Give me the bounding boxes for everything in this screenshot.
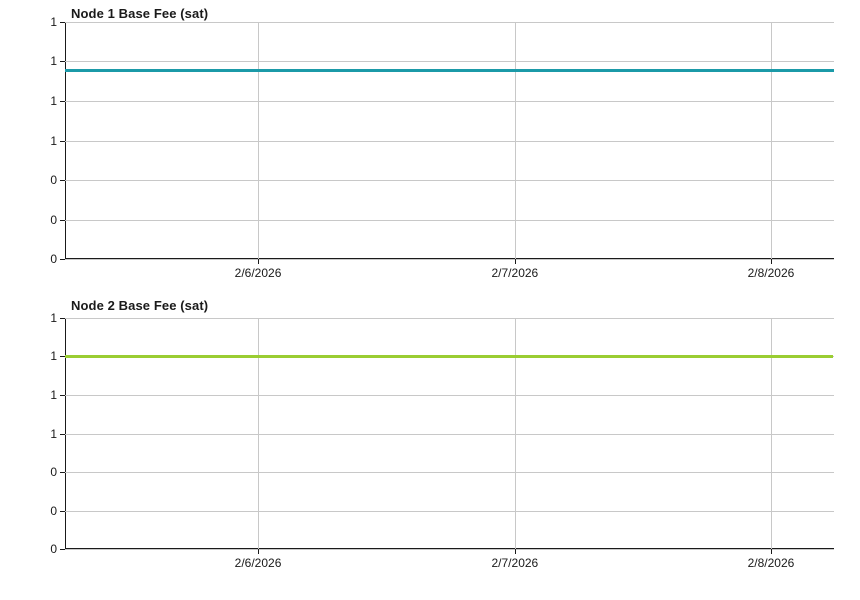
- gridline-vertical: [514, 318, 516, 549]
- gridline-horizontal: [65, 549, 834, 550]
- gridline-horizontal: [65, 100, 834, 102]
- gridline-horizontal: [65, 510, 834, 512]
- x-axis-tick-label: 2/6/2026: [234, 266, 282, 280]
- data-series-line: [65, 69, 834, 73]
- y-axis-tick-label: 0: [50, 542, 57, 556]
- gridline-horizontal: [65, 219, 834, 221]
- x-axis-tick-mark: [514, 259, 516, 264]
- y-axis-tick-label: 0: [50, 503, 57, 518]
- y-axis-tick-label: 1: [50, 54, 57, 69]
- y-axis-tick-mark: [60, 549, 65, 550]
- gridline-horizontal: [65, 140, 834, 142]
- y-axis-tick-label: 1: [50, 15, 57, 29]
- chart-panel-node-1: Node 1 Base Fee (sat) 1 1 1 1 0 0 0 2/6/2026 2/7…: [0, 0, 860, 292]
- x-axis-tick-mark: [770, 259, 772, 264]
- y-axis-tick-label: 1: [50, 387, 57, 402]
- x-axis-tick-label: 2/8/2026: [747, 556, 795, 570]
- y-axis-tick-mark: [60, 140, 65, 142]
- gridline-horizontal: [65, 22, 834, 23]
- gridline-vertical: [770, 22, 772, 259]
- gridline-vertical: [514, 22, 516, 259]
- y-axis-tick-label: 0: [50, 172, 57, 187]
- x-axis-tick-label: 2/6/2026: [234, 556, 282, 570]
- y-axis-tick-label: 1: [50, 311, 57, 325]
- x-axis-tick-label: 2/7/2026: [491, 556, 539, 570]
- y-axis-tick-label: 0: [50, 464, 57, 479]
- gridline-vertical: [770, 318, 772, 549]
- y-axis-tick-label: 0: [50, 252, 57, 266]
- y-axis-tick-label: 1: [50, 426, 57, 441]
- y-axis-tick-label: 0: [50, 212, 57, 227]
- y-axis-tick-mark: [60, 356, 65, 358]
- y-axis-tick-label: 1: [50, 93, 57, 108]
- x-axis-tick-mark: [258, 259, 260, 264]
- y-axis-tick-label: 1: [50, 133, 57, 148]
- y-axis-tick-mark: [60, 22, 65, 23]
- gridline-horizontal: [65, 179, 834, 181]
- y-axis-tick-mark: [60, 100, 65, 102]
- y-axis-tick-mark: [60, 394, 65, 396]
- x-axis-line-node-1: [65, 258, 834, 259]
- y-axis-tick-mark: [60, 61, 65, 63]
- gridline-horizontal: [65, 318, 834, 319]
- gridline-horizontal: [65, 433, 834, 435]
- chart-title-node-2: Node 2 Base Fee (sat): [71, 298, 209, 313]
- chart-title-node-1: Node 1 Base Fee (sat): [71, 6, 209, 21]
- chart-panel-node-2: Node 2 Base Fee (sat) 1 1 1 1 0 0 0 2/6/2026 2/7…: [0, 292, 860, 592]
- y-axis-tick-mark: [60, 259, 65, 260]
- gridline-horizontal: [65, 259, 834, 260]
- x-axis-tick-mark: [514, 549, 516, 554]
- y-axis-tick-label: 1: [50, 349, 57, 364]
- gridline-horizontal: [65, 471, 834, 473]
- gridline-vertical: [258, 22, 260, 259]
- y-axis-tick-mark: [60, 219, 65, 221]
- y-axis-tick-mark: [60, 471, 65, 473]
- x-axis-tick-label: 2/8/2026: [747, 266, 795, 280]
- x-axis-tick-mark: [770, 549, 772, 554]
- y-axis-tick-mark: [60, 318, 65, 319]
- x-axis-line-node-2: [65, 548, 834, 549]
- gridline-horizontal: [65, 394, 834, 396]
- data-series-line: [65, 355, 834, 359]
- gridline-horizontal: [65, 61, 834, 63]
- gridline-vertical: [258, 318, 260, 549]
- y-axis-tick-mark: [60, 179, 65, 181]
- y-axis-tick-mark: [60, 510, 65, 512]
- x-axis-tick-label: 2/7/2026: [491, 266, 539, 280]
- y-axis-tick-mark: [60, 433, 65, 435]
- plot-area-node-1: 1 1 1 1 0 0 0 2/6/2026 2/7/2026 2/8/2026: [50, 15, 834, 280]
- plot-area-node-2: 1 1 1 1 0 0 0 2/6/2026 2/7/2026 2/8/2026: [50, 311, 834, 570]
- x-axis-tick-mark: [258, 549, 260, 554]
